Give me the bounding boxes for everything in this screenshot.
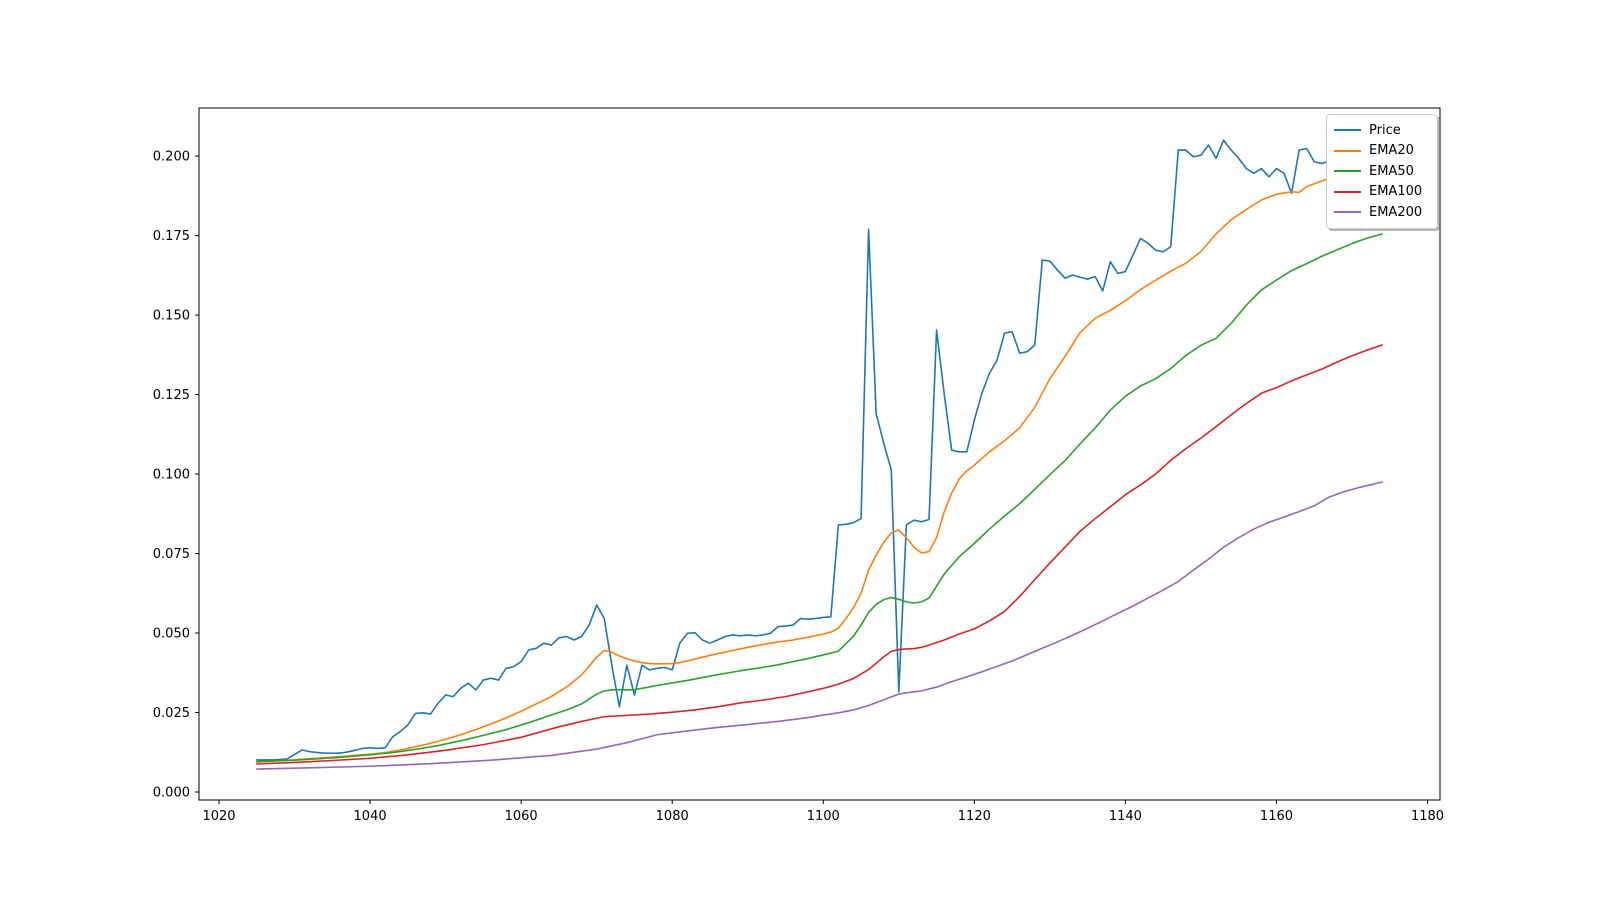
legend-label-ema50: EMA50 [1369,163,1414,179]
series-line-ema20 [255,167,1384,763]
legend-swatch-price [1334,129,1361,132]
y-tick-label: 0.125 [153,388,190,403]
legend-item-price: Price [1334,120,1429,141]
series-line-price [255,139,1384,761]
legend-swatch-ema20 [1334,149,1361,152]
legend-label-ema100: EMA100 [1369,184,1423,200]
y-tick-label: 0.150 [153,309,190,324]
y-tick-label: 0.050 [153,627,190,642]
x-tick-label: 1080 [656,809,689,824]
x-tick-label: 1180 [1411,809,1444,824]
y-tick-label: 0.100 [153,468,190,483]
y-tick-label: 0.025 [153,706,190,721]
y-tick-label: 0.200 [153,150,190,165]
legend-item-ema20: EMA20 [1334,141,1429,162]
y-tick-label: 0.175 [153,229,190,244]
legend-swatch-ema200 [1334,211,1361,214]
legend-label-price: Price [1369,122,1401,138]
axes-frame [198,107,1441,801]
x-tick-label: 1020 [202,809,235,824]
x-tick-label: 1040 [354,809,387,824]
x-tick-label: 1100 [807,809,840,824]
x-tick-label: 1060 [505,809,538,824]
legend-label-ema20: EMA20 [1369,143,1414,159]
series-line-ema200 [255,481,1384,770]
y-tick-label: 0.000 [153,785,190,800]
legend: Price EMA20 EMA50 EMA100 EMA200 [1326,114,1438,229]
legend-item-ema50: EMA50 [1334,161,1429,182]
x-tick-label: 1160 [1260,809,1293,824]
x-tick-label: 1140 [1109,809,1142,824]
legend-swatch-ema50 [1334,170,1361,173]
legend-item-ema200: EMA200 [1334,202,1429,223]
series-line-ema50 [255,233,1384,763]
legend-label-ema200: EMA200 [1369,204,1423,220]
x-tick-label: 1120 [958,809,991,824]
series-line-ema100 [255,344,1384,765]
legend-item-ema100: EMA100 [1334,182,1429,203]
legend-swatch-ema100 [1334,190,1361,193]
y-tick-label: 0.075 [153,547,190,562]
